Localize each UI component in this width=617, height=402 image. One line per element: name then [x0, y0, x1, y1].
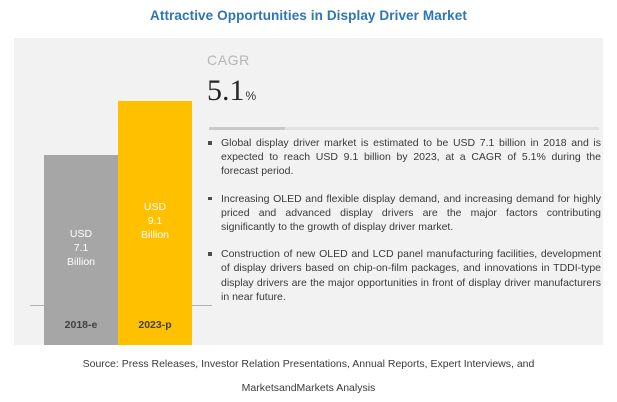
x-axis-label-2023: 2023-p [138, 319, 172, 331]
section-divider [209, 127, 599, 130]
cagr-number: 5.1 [207, 74, 245, 107]
cagr-label: CAGR [207, 52, 250, 68]
details-section: CAGR 5.1% Global display driver market i… [207, 38, 603, 345]
list-item: Increasing OLED and flexible display dem… [207, 192, 601, 235]
bar-2023-label: USD 9.1 Billion [141, 200, 169, 242]
cagr-value: 5.1% [207, 74, 257, 111]
page-title: Attractive Opportunities in Display Driv… [150, 8, 467, 23]
chart-bars: USD 7.1 Billion USD 9.1 Billion [44, 85, 192, 345]
bar-2018-label: USD 7.1 Billion [67, 227, 95, 269]
bar-2023-p[interactable]: USD 9.1 Billion [118, 101, 192, 345]
bar-2018-label-line1: USD [69, 228, 93, 240]
x-axis-labels: 2018-e 2023-p [44, 319, 192, 331]
cagr-percent-sign: % [245, 89, 257, 103]
bar-2018-label-line2: 7.1 [73, 242, 89, 254]
bar-chart: USD 7.1 Billion USD 9.1 Billion 2018-e 2… [30, 38, 212, 345]
bar-2023-label-line1: USD [143, 201, 167, 213]
square-bullet-icon [208, 252, 212, 256]
bullet-text: Increasing OLED and flexible display dem… [221, 192, 601, 234]
bullet-text: Construction of new OLED and LCD panel m… [221, 248, 601, 303]
bar-2018-e[interactable]: USD 7.1 Billion [44, 155, 118, 345]
source-line-1: Source: Press Releases, Investor Relatio… [82, 358, 535, 370]
bar-2023-label-line2: 9.1 [147, 215, 163, 227]
bullet-list: Global display driver market is estimate… [207, 136, 601, 304]
section-divider-accent [209, 127, 285, 130]
bullet-text: Global display driver market is estimate… [221, 137, 601, 178]
bar-2023-label-line3: Billion [140, 229, 169, 241]
list-item: Construction of new OLED and LCD panel m… [207, 247, 601, 304]
square-bullet-icon [208, 141, 212, 145]
content-panel: USD 7.1 Billion USD 9.1 Billion 2018-e 2… [14, 38, 603, 345]
source-footer: Source: Press Releases, Investor Relatio… [14, 352, 603, 400]
x-axis-label-2018: 2018-e [64, 319, 98, 331]
list-item: Global display driver market is estimate… [207, 136, 601, 179]
bar-2018-label-line3: Billion [66, 256, 95, 268]
square-bullet-icon [208, 196, 212, 201]
source-line-2: MarketsandMarkets Analysis [241, 382, 376, 394]
